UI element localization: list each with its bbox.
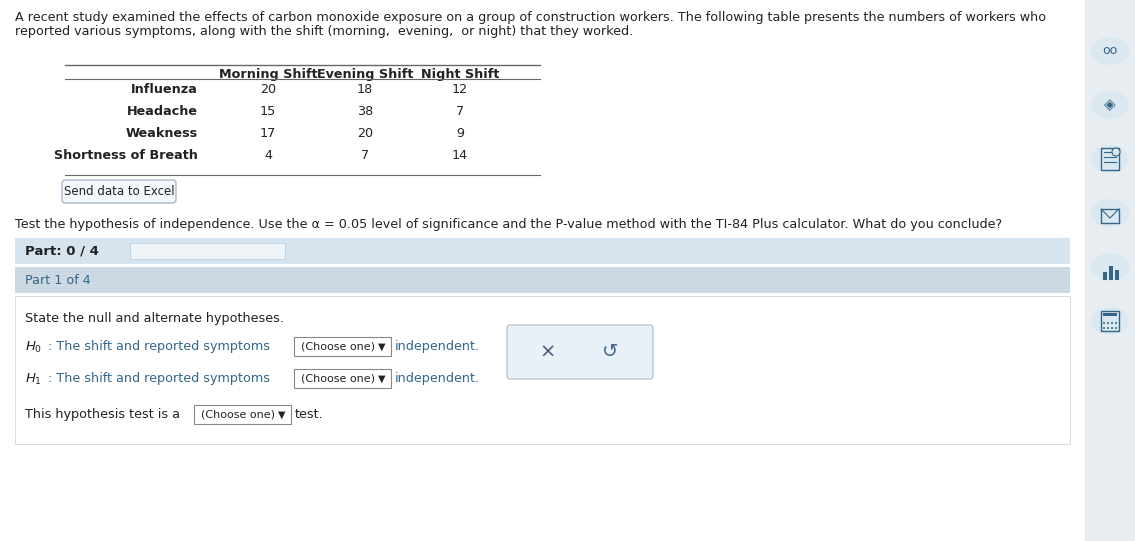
Text: 14: 14 — [452, 149, 468, 162]
Text: independent.: independent. — [395, 372, 480, 385]
Ellipse shape — [1091, 145, 1129, 173]
Text: 17: 17 — [260, 127, 276, 140]
Text: Test the hypothesis of independence. Use the α = 0.05 level of significance and : Test the hypothesis of independence. Use… — [15, 218, 1002, 231]
Text: 7: 7 — [456, 105, 464, 118]
Text: ▼: ▼ — [378, 373, 386, 384]
Text: 4: 4 — [264, 149, 272, 162]
Text: Evening Shift: Evening Shift — [317, 68, 413, 81]
Text: test.: test. — [295, 408, 323, 421]
Text: This hypothesis test is a: This hypothesis test is a — [25, 408, 180, 421]
Text: 18: 18 — [356, 83, 373, 96]
Text: 15: 15 — [260, 105, 276, 118]
Text: Morning Shift: Morning Shift — [219, 68, 318, 81]
Text: Influenza: Influenza — [132, 83, 197, 96]
FancyBboxPatch shape — [1101, 148, 1119, 170]
Text: (Choose one): (Choose one) — [201, 410, 275, 419]
Text: ◈: ◈ — [1104, 97, 1116, 113]
Bar — [1103, 272, 1107, 280]
Text: (Choose one): (Choose one) — [301, 341, 375, 352]
FancyBboxPatch shape — [294, 369, 390, 388]
Circle shape — [1112, 148, 1120, 156]
Ellipse shape — [1091, 91, 1129, 119]
Ellipse shape — [1091, 199, 1129, 227]
Text: $\mathit{H}_1$: $\mathit{H}_1$ — [25, 372, 42, 387]
Circle shape — [1103, 322, 1105, 324]
FancyBboxPatch shape — [1101, 209, 1119, 223]
FancyBboxPatch shape — [194, 405, 291, 424]
Circle shape — [1103, 327, 1105, 329]
Bar — [1109, 266, 1113, 280]
Text: Shortness of Breath: Shortness of Breath — [54, 149, 197, 162]
Text: oo: oo — [1102, 44, 1118, 57]
Circle shape — [1115, 327, 1117, 329]
Text: ↺: ↺ — [602, 342, 619, 361]
Text: Part 1 of 4: Part 1 of 4 — [25, 274, 91, 287]
Bar — [15, 238, 1070, 264]
Bar — [1085, 0, 1135, 541]
Text: ▼: ▼ — [378, 341, 386, 352]
Text: (Choose one): (Choose one) — [301, 373, 375, 384]
Text: 9: 9 — [456, 127, 464, 140]
Text: $\mathit{H}_0$: $\mathit{H}_0$ — [25, 340, 42, 355]
FancyBboxPatch shape — [294, 337, 390, 356]
Ellipse shape — [1091, 37, 1129, 65]
Circle shape — [1107, 327, 1109, 329]
Text: Weakness: Weakness — [126, 127, 197, 140]
Ellipse shape — [1091, 307, 1129, 335]
Text: 38: 38 — [356, 105, 373, 118]
FancyBboxPatch shape — [1101, 311, 1119, 331]
Bar — [1115, 270, 1119, 280]
Text: ▼: ▼ — [278, 410, 286, 419]
Text: : The shift and reported symptoms: : The shift and reported symptoms — [48, 372, 270, 385]
FancyBboxPatch shape — [62, 180, 176, 203]
FancyBboxPatch shape — [507, 325, 653, 379]
Text: A recent study examined the effects of carbon monoxide exposure on a group of co: A recent study examined the effects of c… — [15, 11, 1046, 24]
Text: Headache: Headache — [127, 105, 197, 118]
Text: independent.: independent. — [395, 340, 480, 353]
Ellipse shape — [1091, 253, 1129, 281]
Text: 20: 20 — [356, 127, 373, 140]
Text: 20: 20 — [260, 83, 276, 96]
Circle shape — [1111, 322, 1113, 324]
Text: Send data to Excel: Send data to Excel — [64, 185, 175, 198]
Text: 7: 7 — [361, 149, 369, 162]
Circle shape — [1111, 327, 1113, 329]
Circle shape — [1107, 322, 1109, 324]
Text: ×: × — [540, 342, 556, 361]
Text: Part: 0 / 4: Part: 0 / 4 — [25, 245, 99, 258]
Text: reported various symptoms, along with the shift (morning,  evening,  or night) t: reported various symptoms, along with th… — [15, 25, 633, 38]
Circle shape — [1115, 322, 1117, 324]
FancyBboxPatch shape — [1103, 313, 1117, 316]
Bar — [131, 243, 285, 259]
Text: Night Shift: Night Shift — [421, 68, 499, 81]
Bar — [15, 296, 1070, 444]
Text: : The shift and reported symptoms: : The shift and reported symptoms — [48, 340, 270, 353]
Text: State the null and alternate hypotheses.: State the null and alternate hypotheses. — [25, 312, 284, 325]
Bar — [15, 267, 1070, 293]
Text: 12: 12 — [452, 83, 468, 96]
